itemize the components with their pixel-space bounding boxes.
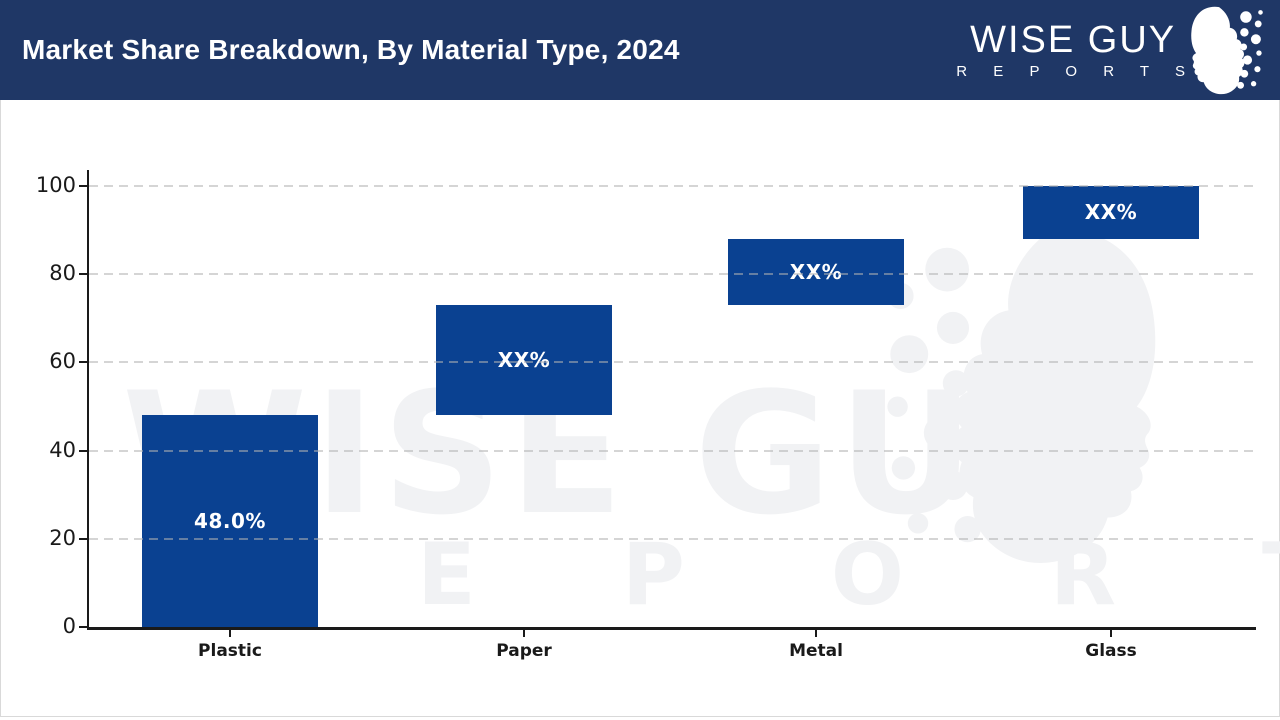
gridline (89, 185, 1253, 187)
y-tick-label: 100 (35, 173, 76, 197)
x-category-label: Metal (789, 641, 843, 661)
x-tick-mark (1110, 630, 1112, 637)
watermark-subtitle: R E P O R T S (205, 525, 1280, 625)
page-title: Market Share Breakdown, By Material Type… (22, 34, 680, 65)
bar-metal: XX% (728, 238, 904, 306)
x-category-label: Glass (1085, 641, 1137, 661)
y-axis-spine (87, 170, 89, 629)
wise-guy-reports-logo: WISE GUY R E P O R T S (950, 4, 1270, 96)
gridline (89, 449, 1253, 452)
logo-text: WISE GUY R E P O R T S (950, 21, 1196, 80)
x-axis-spine (87, 627, 1256, 630)
logo-wordmark: WISE GUY (970, 18, 1177, 61)
y-tick-mark (79, 449, 87, 452)
header-banner: Market Share Breakdown, By Material Type… (0, 0, 1280, 100)
bar-paper: XX% (436, 305, 612, 416)
bar-value-label: XX% (1084, 200, 1138, 225)
x-category-label: Paper (496, 641, 552, 661)
gridline (89, 273, 1253, 276)
y-tick-label: 80 (49, 261, 76, 286)
y-tick-mark (79, 185, 87, 187)
y-tick-label: 60 (49, 349, 76, 374)
logo-subtitle: R E P O R T S (956, 62, 1196, 80)
y-tick-mark (79, 361, 87, 364)
x-tick-mark (523, 630, 525, 637)
y-tick-label: 20 (49, 525, 76, 550)
y-tick-mark (79, 537, 87, 540)
bar-glass: XX% (1023, 186, 1199, 239)
x-tick-mark (815, 630, 817, 637)
x-category-label: Plastic (198, 641, 262, 661)
gridline (89, 361, 1253, 364)
bar-value-label: XX% (497, 348, 551, 373)
bar-value-label: 48.0% (194, 509, 266, 534)
y-tick-mark (79, 273, 87, 276)
gridline (89, 537, 1253, 540)
y-tick-label: 40 (49, 437, 76, 462)
y-tick-mark (79, 626, 87, 628)
logo-head-icon (1191, 6, 1263, 95)
waterfall-chart: WISE GUY R E P O R T S 02040608010048.0%… (0, 100, 1280, 716)
y-tick-label: 0 (62, 614, 76, 638)
bar-plastic: 48.0% (142, 415, 318, 627)
bar-value-label: XX% (789, 259, 843, 284)
x-tick-mark (229, 630, 231, 637)
watermark-head-icon (883, 230, 1156, 563)
